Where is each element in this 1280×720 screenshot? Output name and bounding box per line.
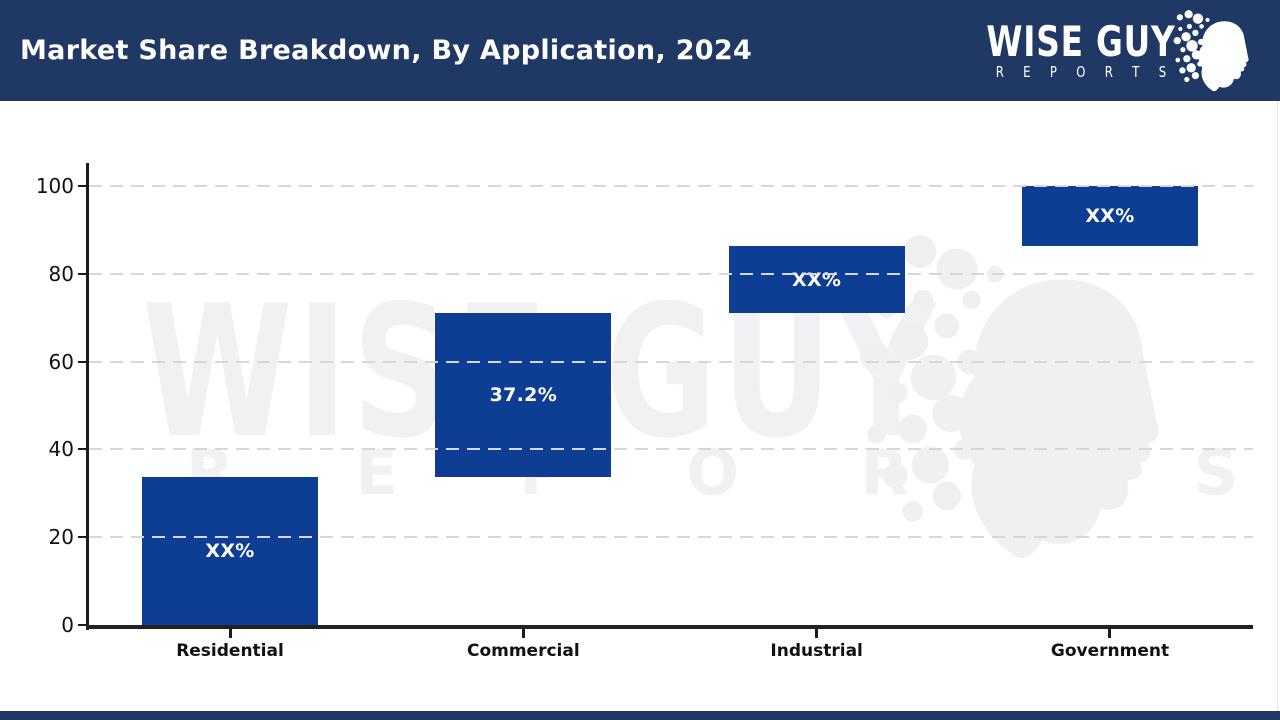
gridline-40 — [89, 448, 1253, 451]
y-tick-label-0: 0 — [61, 613, 74, 637]
brand-subtitle: R E P O R T S — [996, 63, 1175, 81]
brand-face-icon — [1173, 9, 1249, 91]
y-tick-label-40: 40 — [48, 437, 74, 462]
y-tick-mark-80 — [78, 272, 87, 275]
gridline-20 — [89, 536, 1253, 539]
bar-residential: XX% — [142, 476, 318, 625]
gridline-60 — [89, 360, 1253, 363]
bar-commercial: 37.2% — [435, 313, 612, 477]
y-tick-label-60: 60 — [48, 349, 74, 374]
bar-value-label: XX% — [792, 268, 842, 291]
y-tick-mark-100 — [78, 185, 87, 187]
y-tick-label-80: 80 — [48, 261, 74, 286]
x-tick-mark-commercial — [521, 629, 525, 638]
bar-value-label: XX% — [1085, 204, 1135, 227]
bar-value-label: 37.2% — [489, 383, 558, 406]
header-bar: Market Share Breakdown, By Application, … — [0, 0, 1280, 101]
x-category-label-industrial: Industrial — [770, 641, 863, 661]
plot-right-border — [1277, 101, 1278, 711]
gridline-80 — [89, 272, 1253, 275]
gridline-100 — [89, 185, 1253, 187]
bar-value-label: XX% — [205, 539, 255, 562]
y-tick-mark-40 — [78, 448, 87, 451]
y-tick-label-100: 100 — [35, 174, 74, 198]
x-axis-line — [86, 625, 1253, 629]
y-tick-mark-60 — [78, 360, 87, 363]
footer-bar — [0, 711, 1280, 720]
plot-area: 0 20 40 60 80 100 XX% 37.2% XX% XX% Residential C… — [0, 101, 1280, 711]
y-tick-mark-0 — [78, 624, 87, 626]
brand-name: WISE GUY — [986, 17, 1176, 66]
x-tick-mark-government — [1108, 629, 1112, 638]
chart-title: Market Share Breakdown, By Application, … — [20, 35, 753, 66]
brand-logo-text: WISE GUY R E P O R T S — [987, 21, 1176, 80]
x-tick-mark-industrial — [815, 629, 819, 638]
x-category-label-commercial: Commercial — [466, 641, 580, 661]
x-tick-mark-residential — [228, 629, 232, 638]
x-category-label-government: Government — [1050, 641, 1170, 661]
x-category-label-residential: Residential — [176, 641, 284, 661]
bar-industrial: XX% — [728, 245, 905, 314]
y-tick-mark-20 — [78, 536, 87, 539]
bar-government: XX% — [1021, 186, 1198, 246]
y-tick-label-20: 20 — [48, 525, 74, 550]
y-axis-line — [86, 163, 89, 630]
brand-logo: WISE GUY R E P O R T S — [933, 0, 1262, 101]
